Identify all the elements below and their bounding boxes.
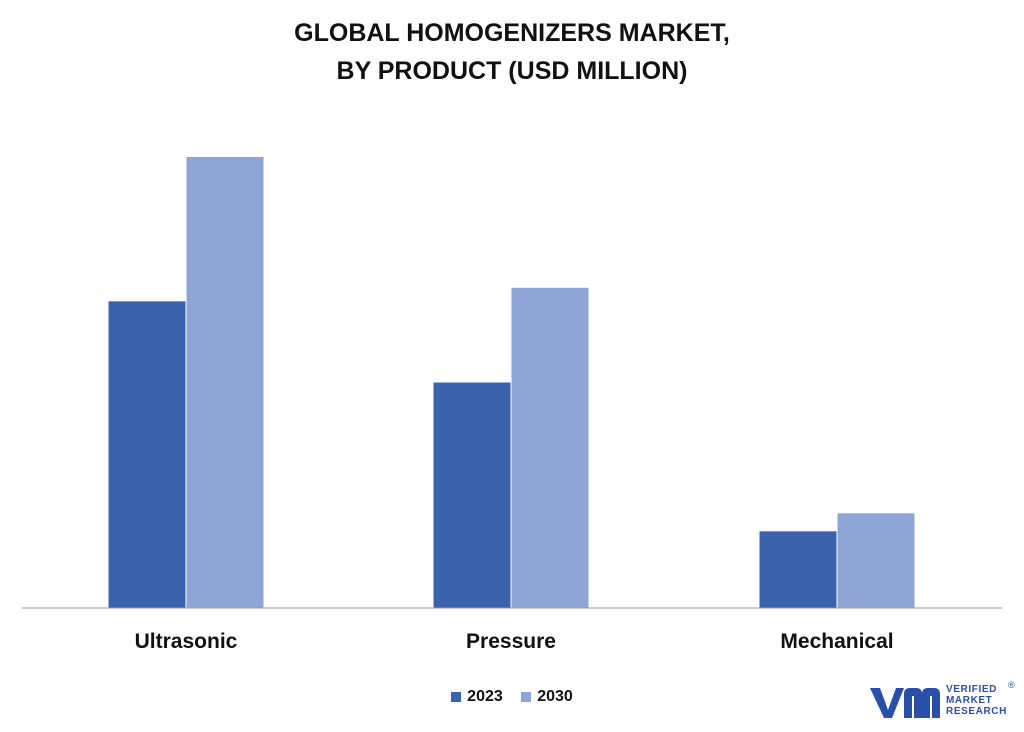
category-labels: Ultrasonic Pressure Mechanical	[135, 630, 894, 653]
chart-title: GLOBAL HOMOGENIZERS MARKET, BY PRODUCT (…	[0, 14, 1024, 90]
legend: 2023 2030	[0, 688, 1024, 707]
vmr-logo: VERIFIED MARKET RESEARCH ®	[868, 680, 1018, 724]
bar-mechanical-2023	[759, 531, 837, 608]
logo-line-verified: VERIFIED	[946, 684, 997, 695]
bar-pressure-2030	[511, 287, 589, 608]
logo-line-research: RESEARCH	[946, 706, 1007, 717]
bar-mechanical-2030	[837, 513, 915, 608]
category-label-pressure: Pressure	[466, 630, 556, 653]
category-label-mechanical: Mechanical	[780, 630, 893, 653]
chart-title-line-1: GLOBAL HOMOGENIZERS MARKET,	[294, 19, 730, 47]
legend-label-2030: 2030	[537, 688, 573, 705]
bar-ultrasonic-2030	[186, 157, 264, 608]
legend-item-2023: 2023	[451, 688, 503, 706]
legend-swatch-2023	[451, 692, 462, 702]
bars-layer	[108, 157, 915, 608]
category-label-ultrasonic: Ultrasonic	[135, 630, 238, 653]
chart-title-line-2: BY PRODUCT (USD MILLION)	[336, 57, 688, 85]
legend-swatch-2030	[521, 692, 532, 702]
bar-pressure-2023	[433, 382, 511, 608]
legend-label-2023: 2023	[467, 688, 503, 705]
legend-item-2030: 2030	[521, 688, 573, 706]
bar-ultrasonic-2023	[108, 301, 186, 608]
logo-line-market: MARKET	[946, 695, 993, 706]
registered-mark: ®	[1008, 680, 1015, 690]
vmr-logo-icon	[870, 688, 940, 718]
vmr-logo-text: VERIFIED MARKET RESEARCH	[946, 684, 1007, 717]
